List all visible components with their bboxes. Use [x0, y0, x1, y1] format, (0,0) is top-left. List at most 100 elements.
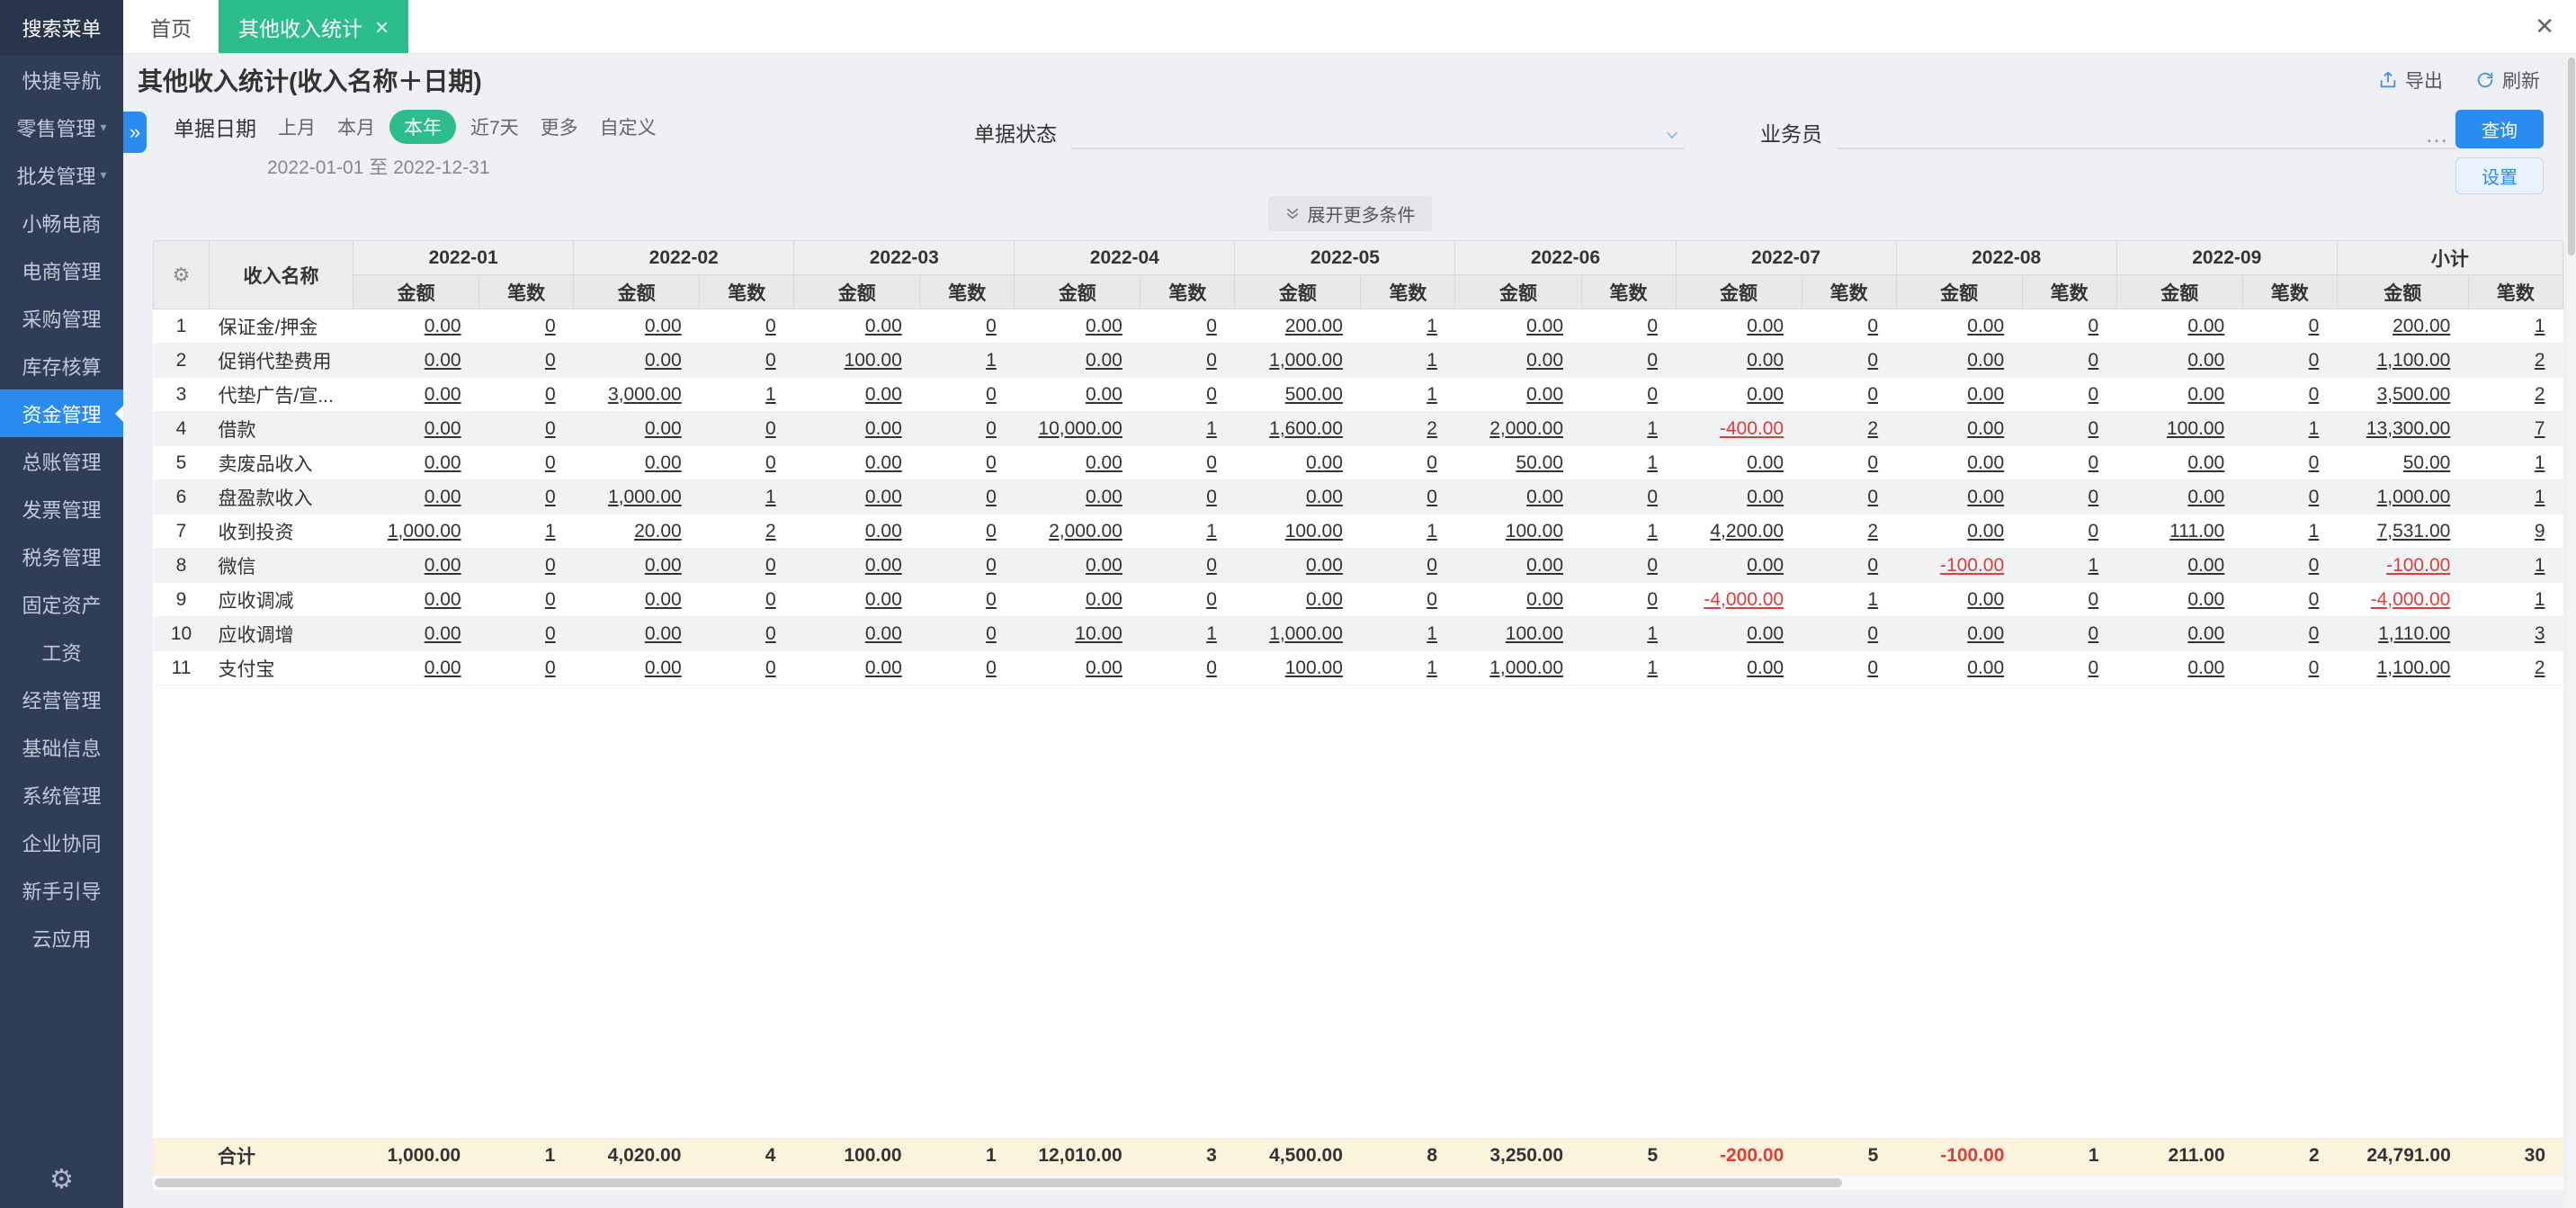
count-cell[interactable]: 1	[1140, 514, 1235, 549]
amount-cell[interactable]: -400.00	[1676, 411, 1802, 446]
sidebar-item[interactable]: 税务管理	[0, 532, 123, 580]
amount-cell[interactable]: 3,000.00	[573, 377, 700, 412]
amount-cell[interactable]: 0.00	[1896, 343, 2023, 378]
amount-cell[interactable]: 0.00	[1014, 309, 1140, 344]
export-button[interactable]: 导出	[2378, 67, 2443, 94]
amount-cell[interactable]: 0.00	[2116, 479, 2243, 515]
amount-cell[interactable]: 10,000.00	[1014, 411, 1140, 446]
count-cell[interactable]: 1	[1581, 616, 1677, 651]
settings-button[interactable]: 设置	[2455, 157, 2544, 194]
count-cell[interactable]: 0	[699, 616, 794, 651]
count-cell[interactable]: 0	[1802, 616, 1897, 651]
count-cell[interactable]: 0	[1581, 548, 1677, 583]
amount-cell[interactable]: 0.00	[2116, 377, 2243, 412]
count-cell[interactable]: 0	[699, 411, 794, 446]
amount-cell[interactable]: 0.00	[1676, 445, 1802, 480]
amount-cell[interactable]: 1,000.00	[2337, 479, 2469, 515]
amount-cell[interactable]: 0.00	[1896, 582, 2023, 617]
amount-cell[interactable]: 0.00	[1896, 616, 2023, 651]
vertical-scrollbar[interactable]	[2567, 56, 2576, 1208]
amount-cell[interactable]: -4,000.00	[1676, 582, 1802, 617]
count-cell[interactable]: 1	[1360, 650, 1455, 685]
count-cell[interactable]: 0	[2022, 445, 2117, 480]
count-cell[interactable]: 0	[479, 445, 574, 480]
amount-cell[interactable]: 2,000.00	[1014, 514, 1140, 549]
count-cell[interactable]: 0	[2022, 514, 2117, 549]
amount-cell[interactable]: 0.00	[1676, 377, 1802, 412]
amount-cell[interactable]: 0.00	[1014, 650, 1140, 685]
count-cell[interactable]: 0	[1360, 445, 1455, 480]
count-cell[interactable]: 0	[919, 582, 1015, 617]
count-cell[interactable]: 1	[1360, 377, 1455, 412]
amount-cell[interactable]: -100.00	[1896, 548, 2023, 583]
amount-cell[interactable]: 100.00	[1234, 650, 1361, 685]
date-range-value[interactable]: 2022-01-01 至 2022-12-31	[267, 157, 490, 178]
tab-home[interactable]: 首页	[123, 0, 219, 53]
count-cell[interactable]: 0	[2242, 445, 2338, 480]
count-cell[interactable]: 0	[2022, 343, 2117, 378]
amount-cell[interactable]: 7,531.00	[2337, 514, 2469, 549]
count-cell[interactable]: 0	[919, 411, 1015, 446]
count-cell[interactable]: 0	[919, 616, 1015, 651]
amount-cell[interactable]: 0.00	[573, 650, 700, 685]
amount-cell[interactable]: -4,000.00	[2337, 582, 2469, 617]
amount-cell[interactable]: 100.00	[1454, 616, 1581, 651]
count-cell[interactable]: 1	[1360, 343, 1455, 378]
sidebar-item[interactable]: 资金管理	[0, 389, 123, 437]
amount-cell[interactable]: 0.00	[573, 616, 700, 651]
amount-cell[interactable]: 0.00	[793, 479, 920, 515]
amount-cell[interactable]: 1,100.00	[2337, 650, 2469, 685]
count-cell[interactable]: 0	[2242, 548, 2338, 583]
count-cell[interactable]: 1	[479, 514, 574, 549]
amount-cell[interactable]: 0.00	[793, 411, 920, 446]
count-cell[interactable]: 0	[2242, 479, 2338, 515]
amount-cell[interactable]: 100.00	[793, 343, 920, 378]
count-cell[interactable]: 0	[1140, 445, 1235, 480]
amount-cell[interactable]: 0.00	[1676, 650, 1802, 685]
date-option[interactable]: 本年	[389, 110, 456, 144]
sidebar-item[interactable]: 工资	[0, 628, 123, 676]
count-cell[interactable]: 0	[699, 548, 794, 583]
amount-cell[interactable]: 0.00	[1014, 582, 1140, 617]
count-cell[interactable]: 0	[479, 650, 574, 685]
amount-cell[interactable]: 0.00	[1014, 479, 1140, 515]
count-cell[interactable]: 1	[2468, 445, 2563, 480]
count-cell[interactable]: 0	[699, 309, 794, 344]
amount-cell[interactable]: 0.00	[573, 445, 700, 480]
count-cell[interactable]: 0	[1802, 548, 1897, 583]
sidebar-item[interactable]: 电商管理	[0, 246, 123, 294]
count-cell[interactable]: 0	[479, 309, 574, 344]
count-cell[interactable]: 1	[699, 377, 794, 412]
horizontal-scrollbar[interactable]	[153, 1176, 2563, 1190]
count-cell[interactable]: 0	[919, 445, 1015, 480]
amount-cell[interactable]: 0.00	[793, 650, 920, 685]
amount-cell[interactable]: 500.00	[1234, 377, 1361, 412]
count-cell[interactable]: 1	[1360, 514, 1455, 549]
count-cell[interactable]: 0	[1140, 343, 1235, 378]
count-cell[interactable]: 0	[479, 479, 574, 515]
date-option[interactable]: 上月	[278, 118, 316, 139]
amount-cell[interactable]: 3,500.00	[2337, 377, 2469, 412]
count-cell[interactable]: 0	[2022, 582, 2117, 617]
count-cell[interactable]: 0	[699, 445, 794, 480]
count-cell[interactable]: 1	[2468, 582, 2563, 617]
amount-cell[interactable]: 0.00	[1896, 650, 2023, 685]
amount-cell[interactable]: 0.00	[573, 343, 700, 378]
amount-cell[interactable]: 100.00	[1454, 514, 1581, 549]
amount-cell[interactable]: 0.00	[2116, 548, 2243, 583]
count-cell[interactable]: 1	[2242, 411, 2338, 446]
amount-cell[interactable]: 0.00	[1896, 514, 2023, 549]
horizontal-scrollbar-thumb[interactable]	[155, 1178, 1842, 1187]
amount-cell[interactable]: 0.00	[573, 582, 700, 617]
count-cell[interactable]: 0	[2242, 343, 2338, 378]
amount-cell[interactable]: 200.00	[1234, 309, 1361, 344]
date-option[interactable]: 近7天	[470, 118, 519, 139]
sidebar-item[interactable]: 库存核算	[0, 342, 123, 389]
status-select[interactable]	[1071, 115, 1685, 149]
sidebar-item[interactable]: 小畅电商	[0, 199, 123, 246]
amount-cell[interactable]: 0.00	[1014, 377, 1140, 412]
count-cell[interactable]: 0	[919, 548, 1015, 583]
amount-cell[interactable]: 0.00	[1014, 548, 1140, 583]
count-cell[interactable]: 0	[1581, 343, 1677, 378]
count-cell[interactable]: 0	[479, 582, 574, 617]
